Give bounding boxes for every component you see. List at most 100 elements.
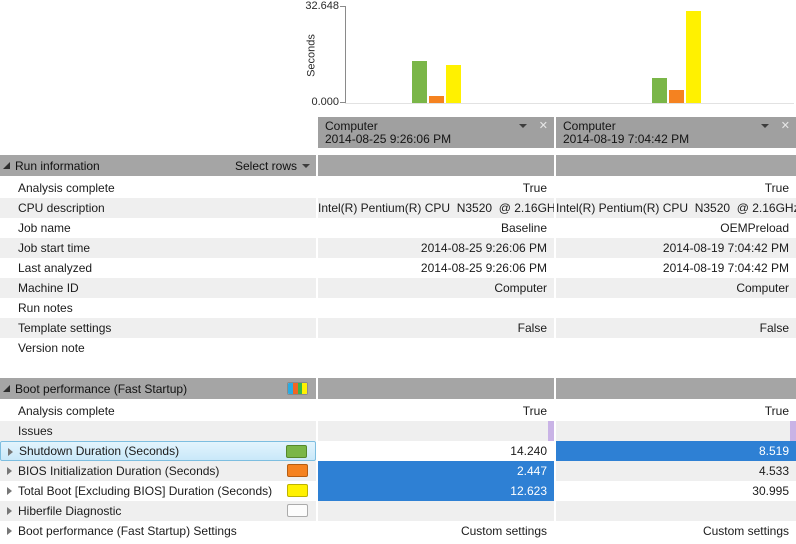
value-cell[interactable]: 4.533: [556, 461, 796, 481]
issues-marker: [790, 421, 796, 441]
issues-marker: [548, 421, 554, 441]
table-row-selected: Shutdown Duration (Seconds) 14.240 8.519: [0, 441, 796, 461]
row-label[interactable]: Boot performance (Fast Startup) Settings: [0, 521, 316, 541]
chevron-down-icon[interactable]: [518, 124, 527, 128]
y-axis-line: [345, 6, 346, 103]
value-cell[interactable]: True: [556, 178, 796, 198]
row-label[interactable]: Job start time: [0, 238, 316, 258]
chart-bar-totalboot-run1: [446, 65, 461, 103]
expander-collapsed-icon[interactable]: [7, 507, 12, 515]
value-cell[interactable]: 2014-08-19 7:04:42 PM: [556, 258, 796, 278]
run-column-title: Computer: [325, 119, 378, 133]
row-label[interactable]: Version note: [0, 338, 316, 358]
table-row: Run notes: [0, 298, 796, 318]
row-label[interactable]: Job name: [0, 218, 316, 238]
x-axis-line: [345, 103, 794, 104]
table-row: BIOS Initialization Duration (Seconds) 2…: [0, 461, 796, 481]
section-header-run-information: Run information Select rows: [0, 155, 796, 176]
row-label[interactable]: CPU description: [0, 198, 316, 218]
row-label[interactable]: Last analyzed: [0, 258, 316, 278]
row-label[interactable]: Hiberfile Diagnostic: [0, 501, 316, 521]
table-row: Total Boot [Excluding BIOS] Duration (Se…: [0, 481, 796, 501]
mini-chart-icon: [287, 382, 308, 395]
row-label[interactable]: Run notes: [0, 298, 316, 318]
comparison-bar-chart: 32.648 0.000 Seconds: [0, 0, 796, 116]
value-cell[interactable]: Intel(R) Pentium(R) CPU N3520 @ 2.16GHz: [318, 198, 554, 218]
value-cell[interactable]: Baseline: [318, 218, 554, 238]
header-spacer: [0, 117, 316, 148]
chart-bar-shutdown-run2: [652, 78, 667, 103]
value-cell[interactable]: [556, 501, 796, 521]
value-cell[interactable]: [318, 501, 554, 521]
table-row: Last analyzed 2014-08-25 9:26:06 PM 2014…: [0, 258, 796, 278]
value-cell[interactable]: False: [318, 318, 554, 338]
table-row: Job name Baseline OEMPreload: [0, 218, 796, 238]
expander-open-icon[interactable]: [3, 385, 10, 392]
section-boot-performance[interactable]: Boot performance (Fast Startup): [0, 378, 316, 399]
row-label[interactable]: BIOS Initialization Duration (Seconds): [0, 461, 316, 481]
value-cell[interactable]: [556, 338, 796, 358]
close-icon[interactable]: ✕: [538, 119, 548, 132]
section-header-fill: [318, 378, 554, 399]
section-run-information[interactable]: Run information Select rows: [0, 155, 316, 176]
row-label[interactable]: Total Boot [Excluding BIOS] Duration (Se…: [0, 481, 316, 501]
close-icon[interactable]: ✕: [780, 119, 790, 132]
value-cell[interactable]: 0: [556, 421, 796, 441]
expander-collapsed-icon[interactable]: [7, 467, 12, 475]
expander-collapsed-icon[interactable]: [7, 487, 12, 495]
value-cell[interactable]: 2014-08-19 7:04:42 PM: [556, 238, 796, 258]
value-cell-selected[interactable]: 8.519: [556, 441, 796, 461]
value-cell[interactable]: 2014-08-25 9:26:06 PM: [318, 258, 554, 278]
value-cell[interactable]: [318, 338, 554, 358]
section-title: Run information: [15, 158, 100, 173]
value-cell[interactable]: 14.240: [318, 441, 554, 461]
row-label[interactable]: Template settings: [0, 318, 316, 338]
spacer: [0, 148, 796, 155]
value-cell[interactable]: Computer: [318, 278, 554, 298]
value-cell[interactable]: True: [556, 401, 796, 421]
chevron-down-icon[interactable]: [760, 124, 769, 128]
chart-bar-bios-run1: [429, 96, 444, 103]
run-column-header-1[interactable]: Computer ✕ 2014-08-25 9:26:06 PM: [318, 117, 554, 148]
value-cell[interactable]: OEMPreload: [556, 218, 796, 238]
value-cell[interactable]: True: [318, 178, 554, 198]
table-row: Boot performance (Fast Startup) Settings…: [0, 521, 796, 541]
row-label[interactable]: Machine ID: [0, 278, 316, 298]
value-cell[interactable]: 30.995: [556, 481, 796, 501]
expander-open-icon[interactable]: [3, 162, 10, 169]
expander-collapsed-icon[interactable]: [8, 448, 13, 456]
value-cell-selected[interactable]: 12.623: [318, 481, 554, 501]
chart-bar-totalboot-run2: [686, 11, 701, 103]
value-cell[interactable]: Computer: [556, 278, 796, 298]
value-cell[interactable]: Custom settings: [318, 521, 554, 541]
row-label[interactable]: Issues: [0, 421, 316, 441]
chart-bar-shutdown-run1: [412, 61, 427, 103]
y-axis-tick: [340, 102, 345, 103]
section-header-boot-performance: Boot performance (Fast Startup): [0, 378, 796, 399]
run-column-header-2[interactable]: Computer ✕ 2014-08-19 7:04:42 PM: [556, 117, 796, 148]
value-cell[interactable]: 2014-08-25 9:26:06 PM: [318, 238, 554, 258]
value-cell-selected[interactable]: 2.447: [318, 461, 554, 481]
table-row: Hiberfile Diagnostic: [0, 501, 796, 521]
series-color-swatch-green: [286, 445, 307, 458]
value-cell[interactable]: 0: [318, 421, 554, 441]
row-label[interactable]: Analysis complete: [0, 401, 316, 421]
table-row: Version note: [0, 338, 796, 358]
section-header-fill: [556, 378, 796, 399]
value-cell[interactable]: Intel(R) Pentium(R) CPU N3520 @ 2.16GHz: [556, 198, 796, 218]
value-cell[interactable]: [556, 298, 796, 318]
value-cell[interactable]: True: [318, 401, 554, 421]
value-cell[interactable]: False: [556, 318, 796, 338]
expander-collapsed-icon[interactable]: [7, 527, 12, 535]
y-axis-title: Seconds: [305, 34, 318, 77]
row-label[interactable]: Analysis complete: [0, 178, 316, 198]
row-label[interactable]: Shutdown Duration (Seconds): [0, 441, 316, 461]
select-rows-dropdown[interactable]: Select rows: [235, 159, 310, 173]
value-cell[interactable]: Custom settings: [556, 521, 796, 541]
results-table: Computer ✕ 2014-08-25 9:26:06 PM Compute…: [0, 117, 796, 541]
chart-bar-bios-run2: [669, 90, 684, 103]
value-cell[interactable]: [318, 298, 554, 318]
table-row: Analysis complete True True: [0, 178, 796, 198]
chevron-down-icon: [302, 163, 310, 168]
